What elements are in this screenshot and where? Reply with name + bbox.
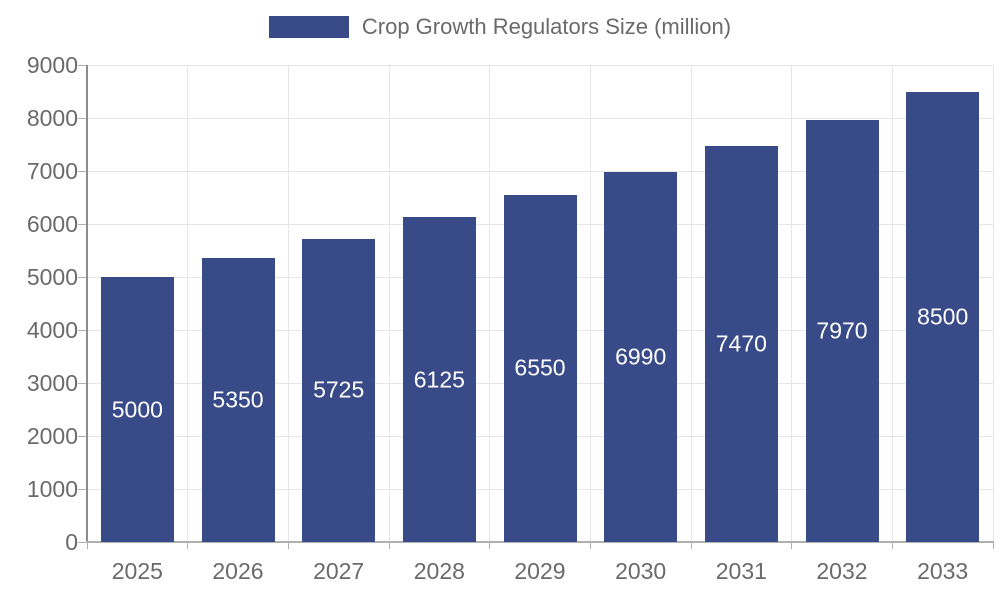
bar-2026[interactable]: 5350 bbox=[201, 258, 275, 542]
x-tick-label: 2033 bbox=[917, 558, 969, 584]
y-axis-tick bbox=[78, 170, 86, 172]
gridline-vertical bbox=[891, 65, 893, 542]
y-axis-tick bbox=[78, 223, 86, 225]
x-axis-tick bbox=[489, 542, 491, 549]
gridline-vertical bbox=[690, 65, 692, 542]
bar-2033[interactable]: 8500 bbox=[906, 91, 980, 542]
x-tick-label: 2025 bbox=[111, 558, 163, 584]
bar-2032[interactable]: 7970 bbox=[805, 119, 879, 542]
x-tick-label: 2027 bbox=[313, 558, 365, 584]
y-tick-label: 1000 bbox=[26, 476, 78, 502]
gridline-horizontal bbox=[87, 170, 993, 172]
y-axis-tick bbox=[78, 382, 86, 384]
x-tick-label: 2029 bbox=[514, 558, 566, 584]
bar-value-label: 5725 bbox=[313, 376, 365, 403]
bar-2027[interactable]: 5725 bbox=[302, 238, 376, 542]
legend-swatch bbox=[268, 16, 349, 38]
gridline-vertical bbox=[489, 65, 491, 542]
gridline-horizontal bbox=[87, 64, 993, 66]
y-axis-tick bbox=[78, 541, 86, 543]
plot-area: 5000 5350 5725 6125 6550 6990 7470 7970 8500 bbox=[78, 64, 994, 549]
x-axis-tick bbox=[589, 542, 591, 549]
x-tick-label: 2031 bbox=[715, 558, 767, 584]
y-axis-tick bbox=[78, 435, 86, 437]
y-tick-label: 8000 bbox=[26, 105, 78, 131]
bar-2030[interactable]: 6990 bbox=[604, 171, 678, 542]
y-tick-label: 0 bbox=[65, 529, 78, 555]
gridline-vertical bbox=[589, 65, 591, 542]
x-axis-tick bbox=[891, 542, 893, 549]
y-axis-tick bbox=[78, 117, 86, 119]
gridline-horizontal bbox=[87, 117, 993, 119]
legend-label: Crop Growth Regulators Size (million) bbox=[361, 14, 732, 39]
bar-2028[interactable]: 6125 bbox=[402, 217, 476, 542]
y-tick-label: 5000 bbox=[26, 264, 78, 290]
x-axis-tick bbox=[992, 542, 994, 549]
y-axis-tick bbox=[78, 276, 86, 278]
x-axis-tick bbox=[791, 542, 793, 549]
gridline-vertical bbox=[287, 65, 289, 542]
legend[interactable]: Crop Growth Regulators Size (million) bbox=[0, 14, 1000, 40]
bar-value-label: 5000 bbox=[111, 396, 163, 422]
x-axis-tick bbox=[690, 542, 692, 549]
bar-value-label: 5350 bbox=[212, 386, 264, 413]
y-axis-tick bbox=[78, 64, 86, 66]
y-axis-tick bbox=[78, 329, 86, 331]
y-axis-line bbox=[86, 65, 88, 542]
gridline-vertical bbox=[992, 65, 994, 542]
bar-2029[interactable]: 6550 bbox=[503, 194, 577, 542]
y-tick-label: 6000 bbox=[26, 211, 78, 237]
y-tick-label: 7000 bbox=[26, 158, 78, 184]
x-axis-tick bbox=[287, 542, 289, 549]
bar-value-label: 6550 bbox=[514, 354, 566, 381]
y-tick-label: 9000 bbox=[26, 52, 78, 78]
bar-2031[interactable]: 7470 bbox=[704, 146, 778, 542]
bar-2025[interactable]: 5000 bbox=[100, 277, 174, 542]
gridline-vertical bbox=[388, 65, 390, 542]
y-tick-label: 4000 bbox=[26, 317, 78, 343]
gridline-vertical bbox=[187, 65, 189, 542]
gridline-vertical bbox=[791, 65, 793, 542]
y-tick-label: 2000 bbox=[26, 423, 78, 449]
x-axis-tick bbox=[86, 542, 88, 549]
x-axis-tick bbox=[187, 542, 189, 549]
x-axis-line bbox=[86, 541, 994, 543]
bar-value-label: 7470 bbox=[715, 330, 767, 357]
x-tick-label: 2030 bbox=[615, 558, 667, 584]
bar-value-label: 8500 bbox=[917, 303, 969, 330]
bar-value-label: 6990 bbox=[615, 343, 667, 370]
x-tick-label: 2032 bbox=[816, 558, 868, 584]
x-axis-tick bbox=[388, 542, 390, 549]
y-axis-tick bbox=[78, 488, 86, 490]
y-tick-label: 3000 bbox=[26, 370, 78, 396]
bar-value-label: 7970 bbox=[816, 317, 868, 344]
x-tick-label: 2028 bbox=[413, 558, 465, 584]
x-tick-label: 2026 bbox=[212, 558, 264, 584]
bar-value-label: 6125 bbox=[413, 366, 465, 393]
